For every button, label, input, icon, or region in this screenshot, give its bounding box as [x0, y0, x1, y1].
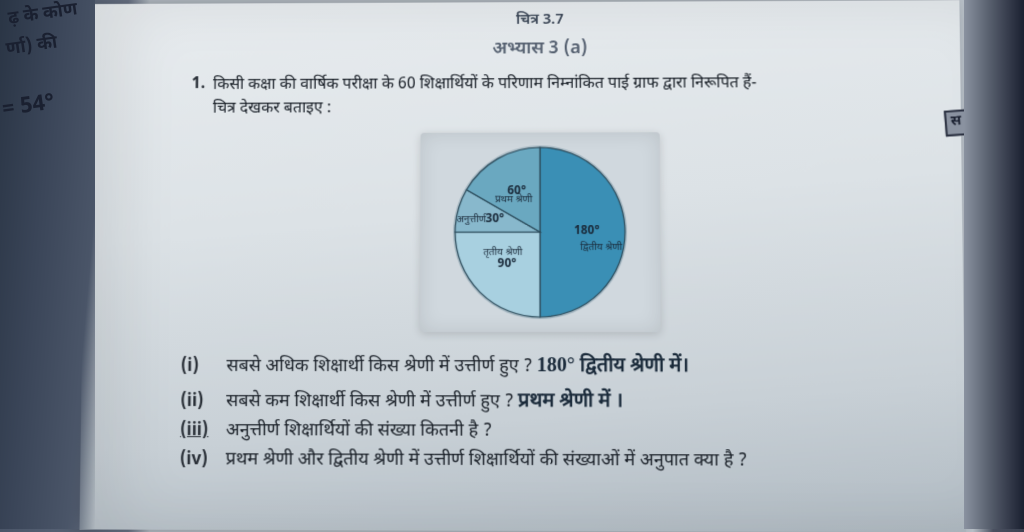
pie-chart-container: 180°द्वितीय श्रेणी90°तृतीय श्रेणी30°अनुत… [181, 132, 903, 333]
book-right-edge [964, 0, 1024, 529]
subq-i-text: सबसे अधिक शिक्षार्थी किस श्रेणी में उत्त… [226, 356, 532, 379]
question-1: 1. किसी कक्षा की वार्षिक परीक्षा के 60 श… [183, 72, 900, 122]
question-1-line-1: किसी कक्षा की वार्षिक परीक्षा के 60 शिक्… [213, 72, 757, 97]
question-1-number: 1. [183, 74, 205, 121]
pie-chart-box: 180°द्वितीय श्रेणी90°तृतीय श्रेणी30°अनुत… [420, 132, 661, 332]
prev-page-text-1: ढ़ के कोण [7, 0, 79, 32]
svg-text:तृतीय श्रेणी: तृतीय श्रेणी [483, 246, 523, 260]
subq-i-number: (i) [181, 356, 217, 378]
svg-text:प्रथम श्रेणी: प्रथम श्रेणी [495, 193, 533, 207]
svg-text:द्वितीय श्रेणी: द्वितीय श्रेणी [580, 241, 622, 255]
svg-text:अनुत्तीर्ण: अनुत्तीर्ण [456, 213, 487, 227]
textbook-page: चित्र 3.7 अभ्यास 3 (a) 1. किसी कक्षा की … [79, 0, 966, 532]
pie-slice [455, 232, 540, 317]
subq-ii-number: (ii) [180, 391, 216, 413]
prev-page-text-2: र्णा) की [5, 33, 59, 63]
subquestion-ii: (ii) सबसे कम शिक्षार्थी किस श्रेणी में उ… [180, 385, 903, 415]
subquestion-iii: (iii) अनुत्तीर्ण शिक्षार्थियों की संख्या… [180, 420, 904, 445]
svg-text:180°: 180° [574, 223, 600, 239]
book-left-edge: ढ़ के कोण र्णा) की = 54° [0, 0, 95, 529]
figure-caption: चित्र 3.7 [184, 10, 899, 32]
pie-chart: 180°द्वितीय श्रेणी90°तृतीय श्रेणी30°अनुत… [430, 137, 650, 327]
svg-text:30°: 30° [486, 211, 505, 227]
subq-iv-number: (iv) [180, 449, 216, 471]
subq-ii-text: सबसे कम शिक्षार्थी किस श्रेणी में उत्तीर… [226, 391, 514, 415]
subq-ii-handwritten-answer: प्रथम श्रेणी में । [518, 389, 623, 411]
subquestion-iv: (iv) प्रथम श्रेणी और द्वितीय श्रेणी में … [180, 449, 905, 474]
question-1-line-2: चित्र देखकर बताइए : [213, 96, 757, 121]
exercise-heading: अभ्यास 3 (a) [184, 37, 900, 62]
subq-iii-text: अनुत्तीर्ण शिक्षार्थियों की संख्या कितनी… [226, 420, 492, 444]
subq-iv-text: प्रथम श्रेणी और द्वितीय श्रेणी में उत्ती… [226, 449, 748, 473]
subquestion-i: (i) सबसे अधिक शिक्षार्थी किस श्रेणी में … [181, 350, 904, 380]
subq-iii-number: (iii) [180, 420, 216, 442]
subq-i-handwritten-answer: 180° द्वितीय श्रेणी में। [537, 354, 689, 376]
prev-page-text-3: = 54° [0, 88, 56, 124]
